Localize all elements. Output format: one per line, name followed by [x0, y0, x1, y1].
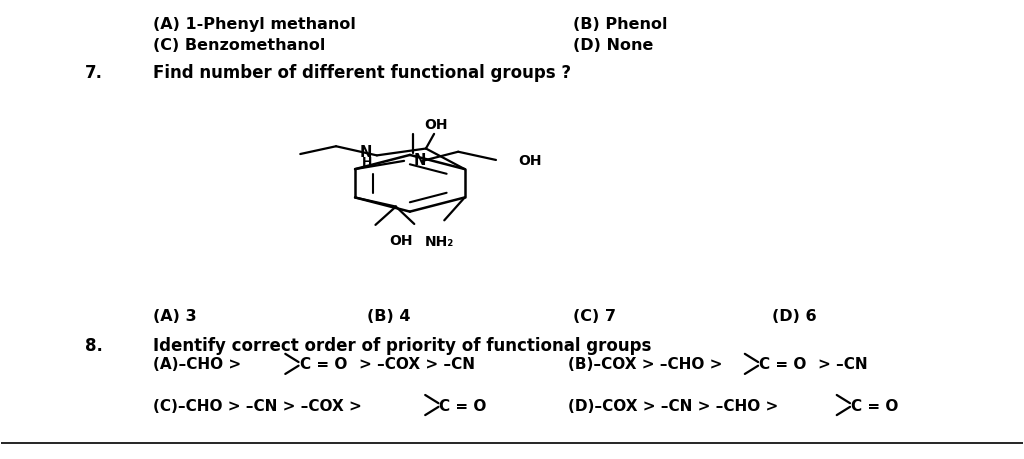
- Text: NH₂: NH₂: [425, 235, 454, 248]
- Text: (A) 3: (A) 3: [153, 308, 197, 323]
- Text: (B) Phenol: (B) Phenol: [573, 17, 668, 32]
- Text: H: H: [361, 156, 372, 169]
- Text: (A)–CHO >: (A)–CHO >: [153, 357, 246, 372]
- Text: (D) None: (D) None: [573, 38, 653, 53]
- Text: N: N: [414, 152, 426, 167]
- Text: C = O: C = O: [300, 357, 347, 372]
- Text: (A) 1-Phenyl methanol: (A) 1-Phenyl methanol: [153, 17, 355, 32]
- Text: 7.: 7.: [85, 64, 103, 82]
- Text: (C) Benzomethanol: (C) Benzomethanol: [153, 38, 325, 53]
- Text: (B)–COX > –CHO >: (B)–COX > –CHO >: [568, 357, 728, 372]
- Text: 8.: 8.: [85, 337, 103, 355]
- Text: C = O: C = O: [759, 357, 807, 372]
- Text: (C)–CHO > –CN > –COX >: (C)–CHO > –CN > –COX >: [153, 397, 367, 413]
- Text: > –CN: > –CN: [818, 357, 868, 372]
- Text: OH: OH: [518, 154, 542, 168]
- Text: Identify correct order of priority of functional groups: Identify correct order of priority of fu…: [153, 337, 651, 355]
- Text: C = O: C = O: [851, 397, 898, 413]
- Text: C = O: C = O: [439, 397, 486, 413]
- Text: (D) 6: (D) 6: [772, 308, 817, 323]
- Text: (C) 7: (C) 7: [573, 308, 616, 323]
- Text: OH: OH: [424, 118, 447, 132]
- Text: OH: OH: [389, 234, 413, 247]
- Text: > –COX > –CN: > –COX > –CN: [358, 357, 475, 372]
- Text: (B) 4: (B) 4: [367, 308, 411, 323]
- Text: Find number of different functional groups ?: Find number of different functional grou…: [153, 64, 570, 82]
- Text: N: N: [359, 145, 372, 160]
- Text: (D)–COX > –CN > –CHO >: (D)–COX > –CN > –CHO >: [568, 397, 783, 413]
